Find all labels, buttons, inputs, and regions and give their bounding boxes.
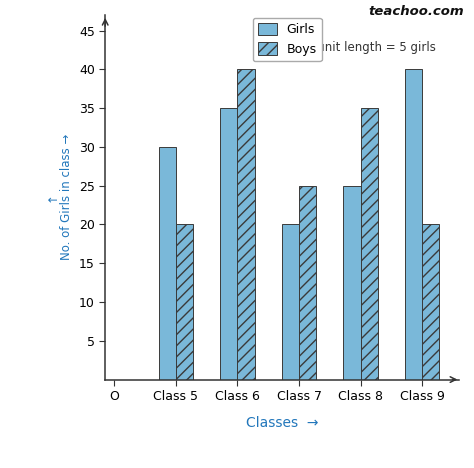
Bar xyxy=(405,69,422,380)
Bar xyxy=(176,225,193,380)
Bar xyxy=(343,186,361,380)
Bar xyxy=(361,108,378,380)
Bar xyxy=(159,147,176,380)
Legend: Girls, Boys: Girls, Boys xyxy=(253,18,322,61)
Text: 1 unit length = 5 girls: 1 unit length = 5 girls xyxy=(306,41,436,53)
Bar xyxy=(422,225,439,380)
Bar xyxy=(282,225,299,380)
Text: Classes  →: Classes → xyxy=(246,416,319,430)
Bar xyxy=(237,69,255,380)
Bar xyxy=(299,186,316,380)
Text: ↑
No. of Girls in class →: ↑ No. of Girls in class → xyxy=(45,134,73,261)
Text: teachoo.com: teachoo.com xyxy=(369,5,465,18)
Bar xyxy=(220,108,237,380)
